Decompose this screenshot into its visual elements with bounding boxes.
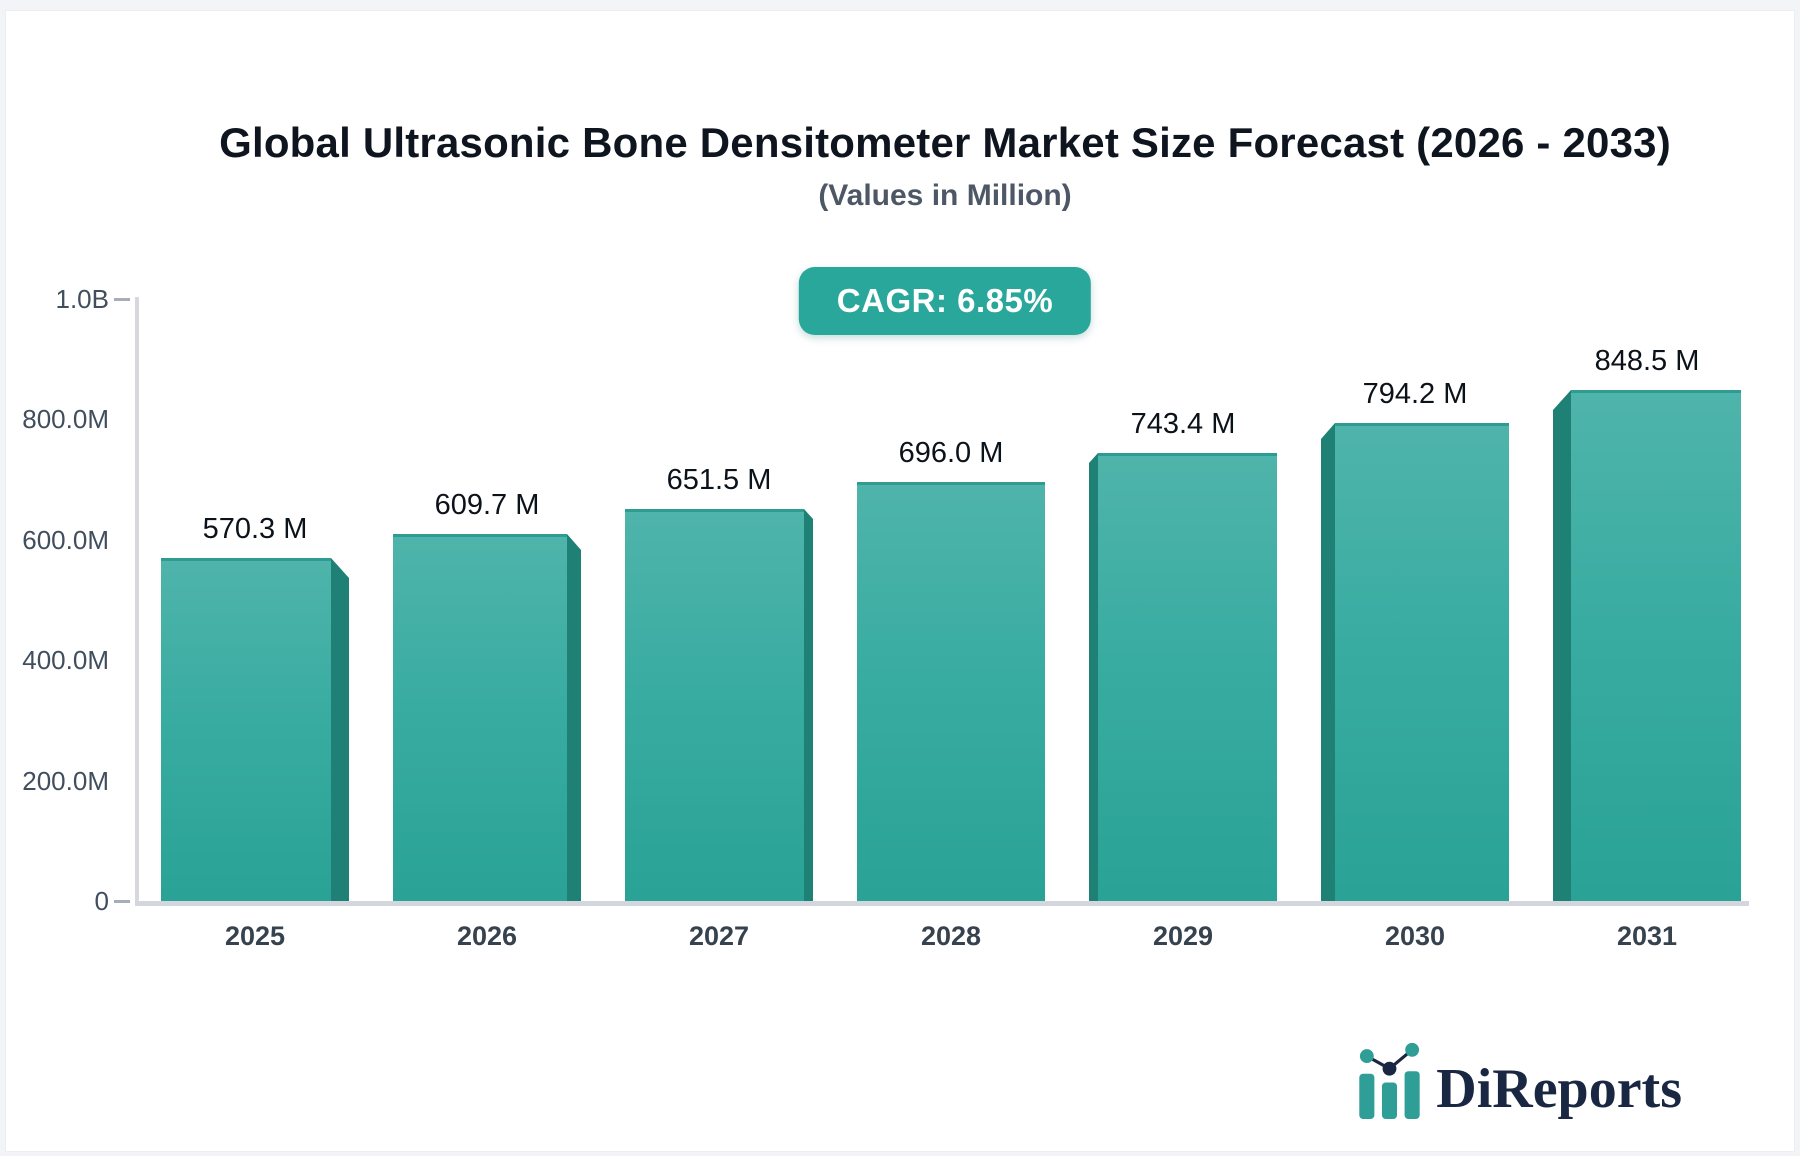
x-axis-label: 2029 (1152, 921, 1214, 951)
y-axis-tick (114, 900, 130, 903)
bar-face (1098, 453, 1277, 901)
bar-face (1335, 423, 1509, 901)
bar-side-3d (1321, 423, 1335, 901)
bar-2029: 743.4 M (1089, 408, 1277, 901)
bar-value-label: 743.4 M (1130, 408, 1236, 440)
x-axis-label: 2025 (224, 921, 286, 951)
bar-value-label: 696.0 M (898, 437, 1004, 469)
x-axis-label: 2028 (920, 921, 982, 951)
bar-value-label: 848.5 M (1594, 345, 1700, 377)
y-axis-tick (114, 298, 130, 301)
bar-column-2026: 609.7 M 2026 (371, 299, 603, 951)
bar-face (625, 509, 804, 901)
direports-logo: DiReports (1356, 1041, 1682, 1119)
bar-2031: 848.5 M (1553, 345, 1741, 901)
bar-column-2029: 743.4 M 2029 (1067, 299, 1299, 951)
bar-2025: 570.3 M (161, 513, 349, 901)
plot-area: 1.0B 800.0M 600.0M 400.0M 200.0M 0 570.3 M 202… (22, 284, 1763, 951)
bar-value-label: 570.3 M (202, 513, 308, 545)
bar-face (393, 534, 567, 901)
chart-subtitle: (Values in Million) (818, 179, 1072, 212)
bar-value-label: 651.5 M (666, 464, 772, 496)
y-axis-label: 400.0M (22, 645, 109, 676)
bar-column-2031: 848.5 M 2031 (1531, 299, 1763, 951)
x-axis-label: 2026 (456, 921, 518, 951)
bar-2026: 609.7 M (393, 489, 581, 901)
bar-side-3d (1089, 453, 1098, 901)
bar-side-3d (567, 534, 581, 901)
x-axis-label: 2027 (688, 921, 750, 951)
chart-title: Global Ultrasonic Bone Densitometer Mark… (219, 119, 1671, 166)
bar-side-3d (331, 558, 349, 901)
bar-column-2028: 696.0 M 2028 (835, 299, 1067, 951)
bar-2027: 651.5 M (625, 464, 813, 901)
cagr-badge: CAGR: 6.85% (798, 267, 1092, 335)
bar-side-3d (1553, 390, 1571, 901)
bar-side-3d (804, 509, 813, 901)
bar-2030: 794.2 M (1321, 378, 1509, 901)
x-axis-label: 2030 (1384, 921, 1446, 951)
bar-face (1571, 390, 1741, 901)
y-axis-line (135, 297, 139, 901)
bar-value-label: 794.2 M (1362, 378, 1468, 410)
chart-card: Global Ultrasonic Bone Densitometer Mark… (5, 10, 1795, 1152)
x-axis-label: 2031 (1616, 921, 1678, 951)
bar-face (161, 558, 331, 901)
bar-2028: 696.0 M (857, 437, 1045, 901)
bar-value-label: 609.7 M (434, 489, 540, 521)
bar-column-2027: 651.5 M 2027 (603, 299, 835, 951)
y-axis-label: 800.0M (22, 404, 109, 435)
logo-chart-icon (1359, 1042, 1420, 1119)
y-axis-label: 600.0M (22, 524, 109, 555)
bar-face (857, 482, 1045, 901)
y-axis-label: 0 (94, 886, 109, 916)
bar-column-2025: 570.3 M 2025 (139, 299, 371, 951)
y-axis-label: 200.0M (22, 765, 109, 796)
logo-text: DiReports (1436, 1058, 1682, 1120)
x-axis-baseline (135, 901, 1749, 906)
y-axis-label: 1.0B (55, 284, 110, 314)
bar-column-2030: 794.2 M 2030 (1299, 299, 1531, 951)
